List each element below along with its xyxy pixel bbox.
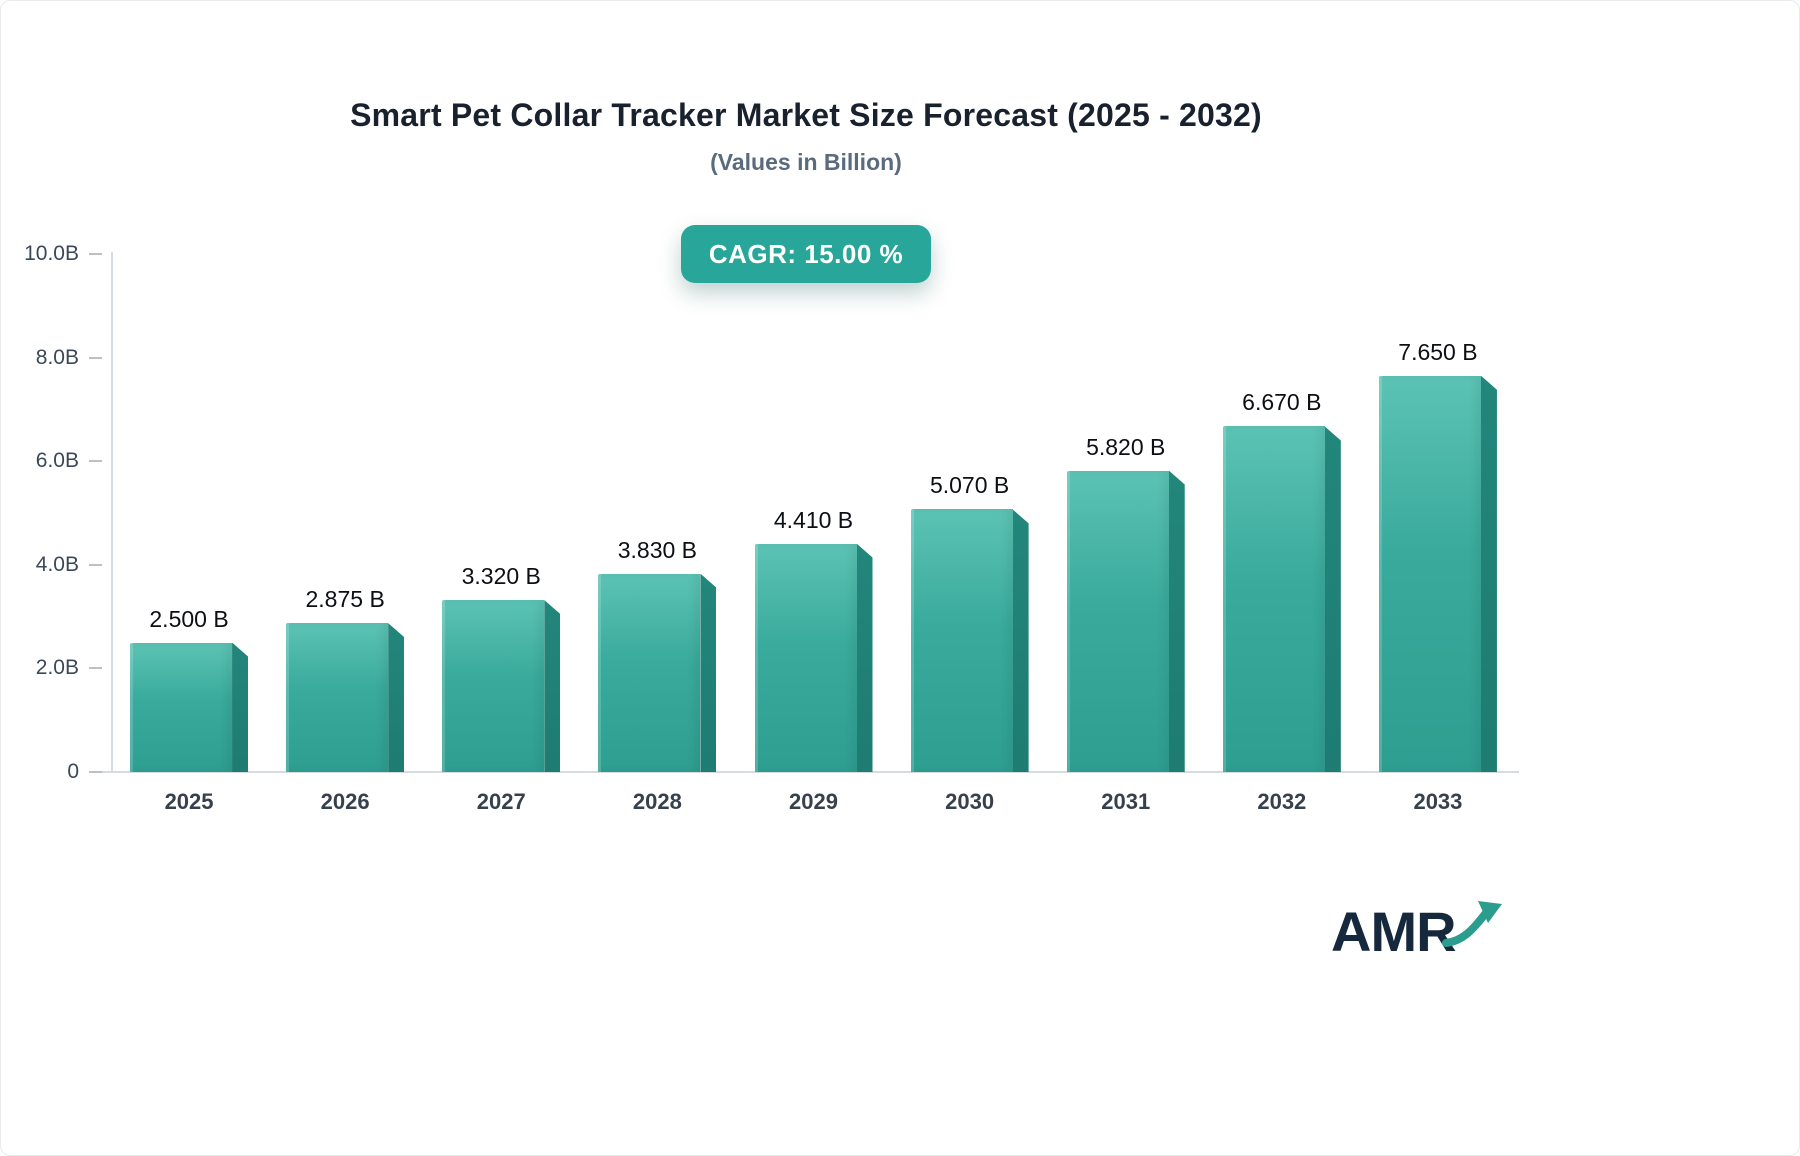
chart-title: Smart Pet Collar Tracker Market Size For… <box>350 97 1262 133</box>
x-axis-label: 2026 <box>320 789 370 814</box>
y-axis-tick-mark <box>89 563 102 566</box>
bar-value-label: 2.875 B <box>305 586 385 613</box>
y-axis-label: 8.0B <box>35 345 79 369</box>
bar-face <box>130 642 233 772</box>
bar-value-label: 5.070 B <box>929 472 1010 499</box>
cagr-badge-label: CAGR: 15.00 % <box>708 238 904 269</box>
amr-logo: AMR <box>1331 899 1504 964</box>
y-axis-tick-mark <box>89 460 102 463</box>
y-axis-label: 4.0B <box>35 552 79 576</box>
y-axis-tick-mark <box>89 356 102 359</box>
bar-2026 <box>286 623 405 772</box>
bar-face <box>1378 375 1481 772</box>
bar-2032 <box>1222 426 1341 772</box>
bar-face <box>286 623 389 772</box>
bar-side-shadow <box>856 543 873 772</box>
y-axis-tick-mark <box>89 771 102 773</box>
bar-side-shadow <box>700 573 717 772</box>
bar-side-shadow <box>1480 375 1497 772</box>
y-axis-label: 6.0B <box>35 449 79 473</box>
bar-face <box>910 509 1013 772</box>
y-axis-label: 0 <box>67 760 79 783</box>
bar-2033 <box>1378 375 1497 772</box>
amr-logo-text: AMR <box>1331 900 1457 963</box>
bar-side-shadow <box>544 600 561 772</box>
bar-face <box>1066 470 1169 772</box>
cagr-badge: CAGR: 15.00 % <box>681 225 931 283</box>
y-axis-tick-mark <box>89 253 102 255</box>
bar-2028 <box>598 573 717 772</box>
chart-subtitle: (Values in Billion) <box>710 149 902 175</box>
bar-face <box>1222 426 1325 772</box>
bar-value-label: 3.830 B <box>617 536 698 563</box>
bar-value-label: 7.650 B <box>1398 338 1478 365</box>
x-axis-line <box>99 771 1519 773</box>
x-axis-label: 2031 <box>1101 789 1151 814</box>
bar-side-shadow <box>1012 509 1029 772</box>
bar-face <box>598 573 701 772</box>
x-axis-label: 2028 <box>632 789 682 814</box>
bar-value-label: 4.410 B <box>773 506 854 533</box>
growth-arrow-icon <box>1441 897 1504 960</box>
bar-side-shadow <box>232 642 249 772</box>
bar-2030 <box>910 509 1029 772</box>
bar-side-shadow <box>388 623 405 772</box>
bar-side-shadow <box>1324 426 1341 772</box>
y-axis-tick-mark <box>89 667 102 670</box>
bar-value-label: 6.670 B <box>1242 389 1322 416</box>
x-axis-label: 2032 <box>1257 789 1307 814</box>
x-axis-label: 2025 <box>164 789 214 814</box>
bar-2027 <box>442 600 561 772</box>
y-axis-label: 10.0B <box>24 242 79 265</box>
bar-value-label: 2.500 B <box>149 605 229 632</box>
bar-value-label: 5.820 B <box>1086 433 1166 460</box>
bar-value-label: 3.320 B <box>461 563 541 590</box>
bar-2025 <box>130 642 249 772</box>
bar-side-shadow <box>1168 470 1185 772</box>
bar-2031 <box>1066 470 1185 772</box>
x-axis-label: 2029 <box>789 789 838 814</box>
bar-face <box>442 600 545 772</box>
bar-face <box>754 543 857 772</box>
y-axis-line <box>111 252 113 772</box>
x-axis-label: 2030 <box>945 789 995 814</box>
x-axis-label: 2033 <box>1413 789 1463 814</box>
bar-2029 <box>754 543 873 772</box>
x-axis-label: 2027 <box>476 789 526 814</box>
y-axis-label: 2.0B <box>35 656 79 680</box>
